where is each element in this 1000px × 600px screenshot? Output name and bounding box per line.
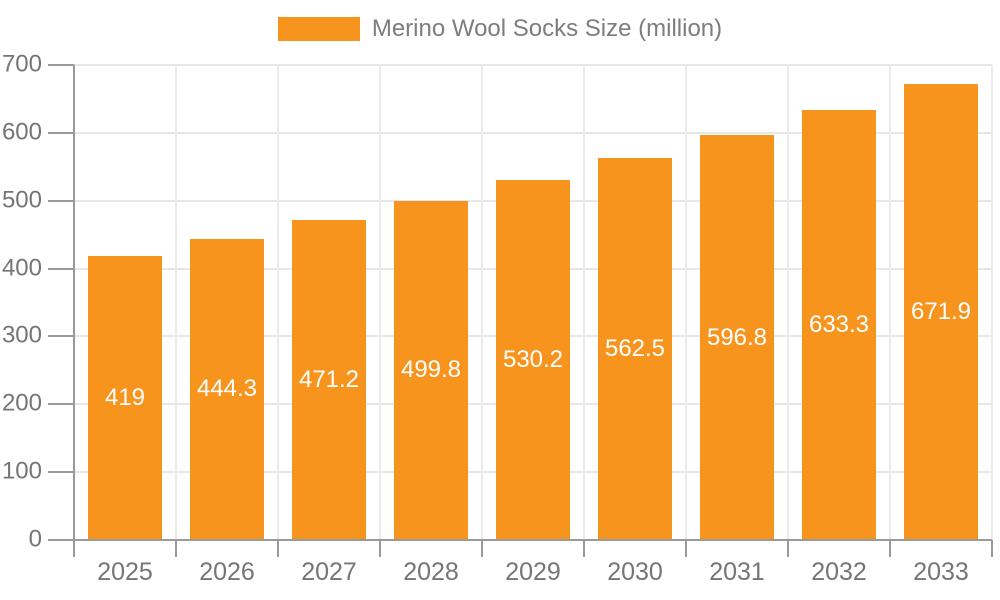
bar-2028[interactable]: 499.8 (394, 200, 468, 540)
x-tick-label-2033: 2033 (913, 558, 969, 586)
y-tick-label: 300 (1, 321, 42, 349)
x-tick-label-2025: 2025 (97, 558, 153, 586)
y-tick (48, 199, 74, 202)
bar-2026[interactable]: 444.3 (190, 238, 264, 540)
bar-value-label: 419 (104, 383, 146, 411)
bar-value-label: 596.8 (706, 323, 768, 351)
y-tick-label: 200 (1, 389, 42, 417)
gridline-v-4 (481, 65, 483, 540)
x-tick-label-2029: 2029 (505, 558, 561, 586)
y-tick-label: 700 (1, 50, 42, 78)
y-tick (48, 335, 74, 338)
legend-label: Merino Wool Socks Size (million) (371, 15, 723, 42)
x-axis-line (74, 539, 992, 541)
y-tick-label: 100 (1, 457, 42, 485)
gridline-h-600 (74, 131, 992, 134)
y-tick-label: 600 (1, 118, 42, 146)
x-tick (379, 540, 381, 557)
bar-2025[interactable]: 419 (88, 255, 162, 540)
x-tick (685, 540, 687, 557)
y-tick (48, 403, 74, 406)
x-tick-label-2031: 2031 (709, 558, 765, 586)
x-tick-label-2030: 2030 (607, 558, 663, 586)
y-tick (48, 539, 74, 541)
legend: Merino Wool Socks Size (million) (0, 15, 1000, 43)
x-tick (277, 540, 279, 557)
gridline-v-7 (787, 65, 789, 540)
bar-value-label: 671.9 (910, 298, 972, 326)
bar-2027[interactable]: 471.2 (292, 220, 366, 540)
x-tick-label-2032: 2032 (811, 558, 867, 586)
bar-2030[interactable]: 562.5 (598, 158, 672, 540)
plot-area: 419 444.3 471.2 499.8 530.2 562.5 596.8 633.3 67… (74, 64, 993, 540)
gridline-v-9 (991, 65, 993, 540)
gridline-v-8 (889, 65, 891, 540)
x-tick-label-2028: 2028 (403, 558, 459, 586)
gridline-v-6 (685, 65, 687, 540)
gridline-v-5 (583, 65, 585, 540)
bar-value-label: 471.2 (298, 366, 360, 394)
y-tick-label: 0 (28, 525, 42, 553)
y-tick (48, 64, 74, 66)
x-tick-label-2027: 2027 (301, 558, 357, 586)
bar-value-label: 499.8 (400, 356, 462, 384)
legend-item[interactable]: Merino Wool Socks Size (million) (277, 15, 723, 43)
x-tick (481, 540, 483, 557)
y-tick-label: 400 (1, 254, 42, 282)
y-axis-line (73, 65, 75, 557)
x-tick (175, 540, 177, 557)
gridline-v-3 (379, 65, 381, 540)
bar-value-label: 633.3 (808, 311, 870, 339)
bar-2032[interactable]: 633.3 (802, 110, 876, 540)
x-tick (991, 540, 993, 557)
gridline-v-1 (175, 65, 177, 540)
bar-2033[interactable]: 671.9 (904, 84, 978, 540)
y-tick (48, 131, 74, 134)
y-tick (48, 267, 74, 270)
bar-value-label: 444.3 (196, 375, 258, 403)
bar-value-label: 530.2 (502, 346, 564, 374)
x-tick (583, 540, 585, 557)
y-tick-label: 500 (1, 186, 42, 214)
bar-value-label: 562.5 (604, 335, 666, 363)
bar-2029[interactable]: 530.2 (496, 180, 570, 540)
bar-2031[interactable]: 596.8 (700, 135, 774, 540)
gridline-h-700 (74, 64, 992, 66)
x-tick (787, 540, 789, 557)
x-tick-label-2026: 2026 (199, 558, 255, 586)
y-tick (48, 471, 74, 474)
x-tick (889, 540, 891, 557)
legend-swatch-icon (277, 17, 360, 41)
gridline-v-2 (277, 65, 279, 540)
